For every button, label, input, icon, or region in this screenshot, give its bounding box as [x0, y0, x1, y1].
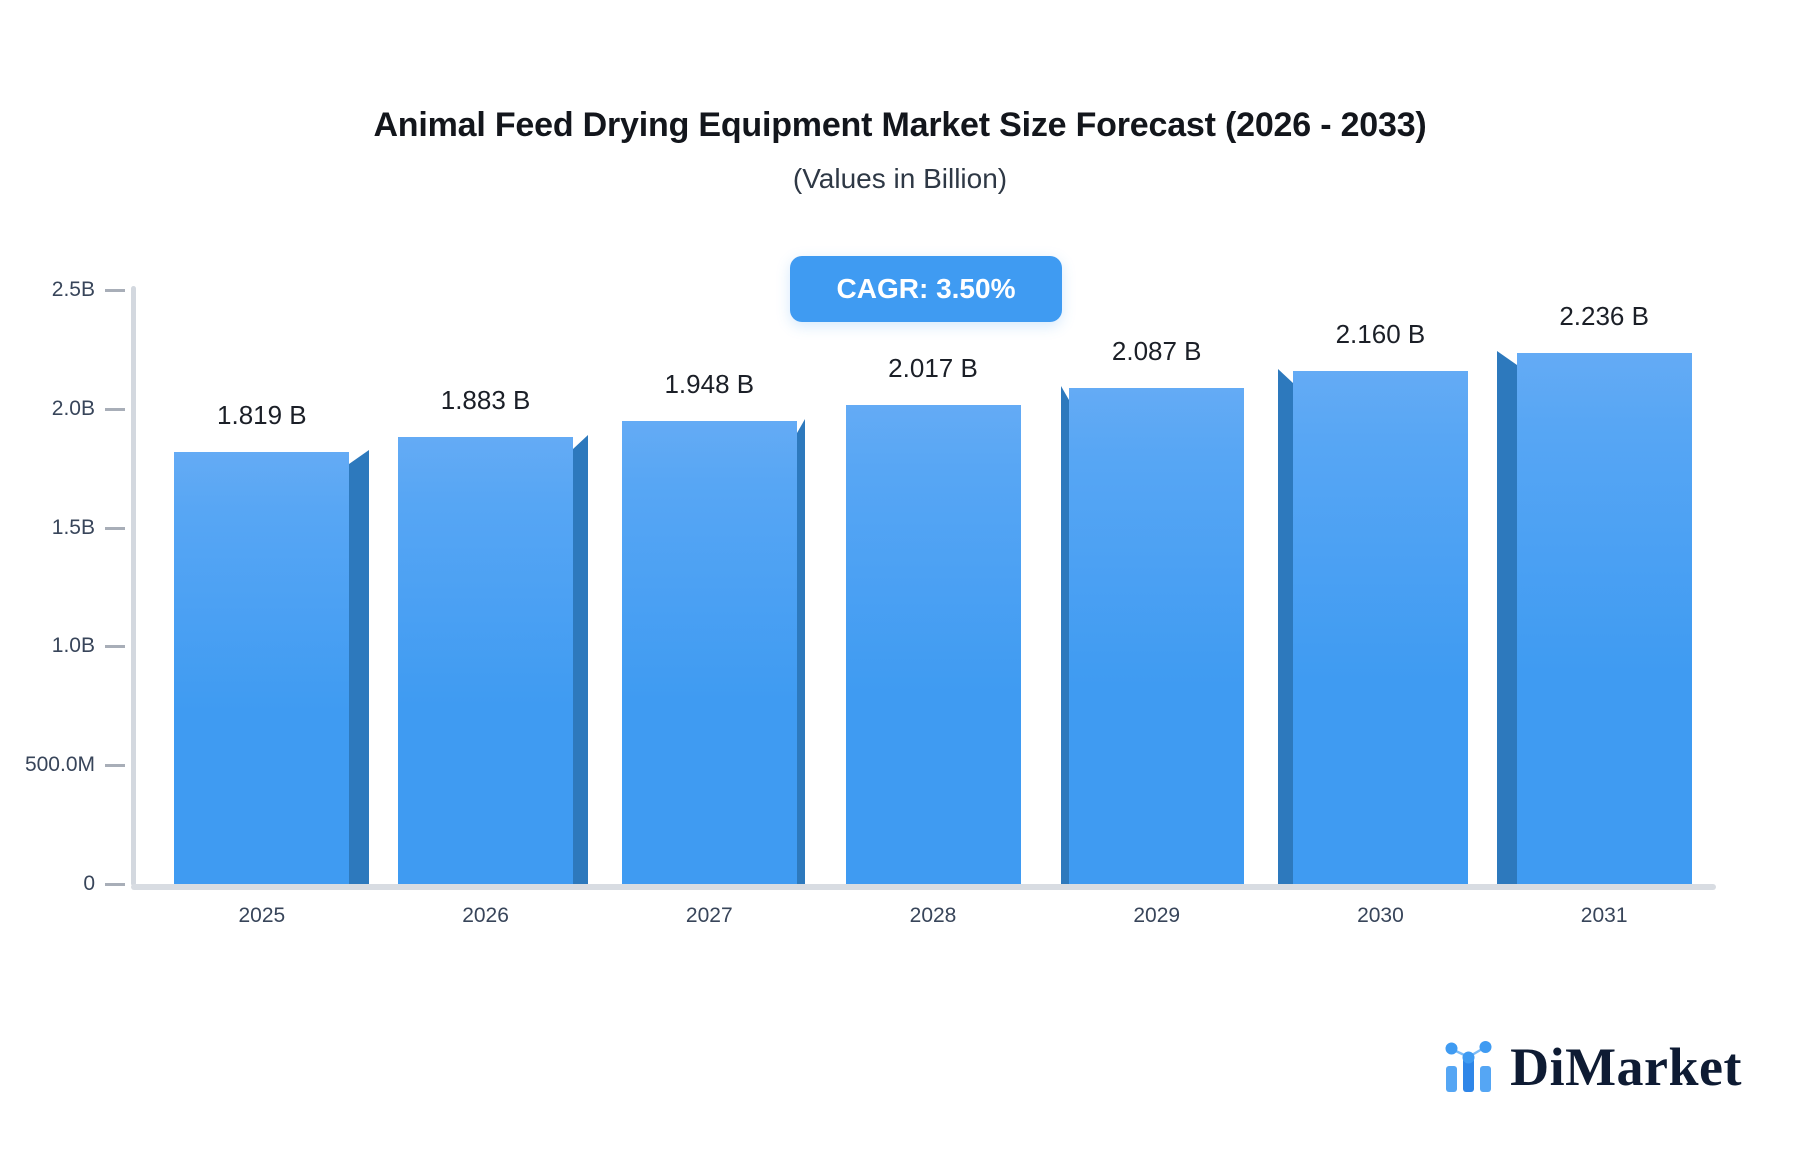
y-axis-tick-label: 1.5B: [51, 515, 95, 539]
x-axis-tick-label: 2026: [462, 904, 509, 927]
x-axis-tick-label: 2027: [685, 904, 733, 927]
x-axis-tick-label: 2030: [1357, 904, 1404, 927]
y-axis-tick-label: 1.0B: [51, 634, 95, 658]
bar-value-label: 1.819 B: [217, 399, 307, 430]
bar-front-face: [1069, 388, 1245, 884]
bar-top-bevel: [796, 419, 805, 434]
bar: [1277, 368, 1468, 884]
bar-value-label: 2.160 B: [1335, 318, 1426, 349]
bar-value-label: 2.236 B: [1559, 300, 1649, 331]
x-axis-line: [131, 884, 1716, 890]
x-axis-tick-label: 2028: [909, 904, 957, 927]
bar-top-bevel: [1061, 386, 1070, 401]
bar: [398, 434, 589, 884]
bar-chart-line-icon: [1444, 1040, 1496, 1094]
bar-top-bevel: [573, 434, 589, 449]
bar-value-label: 2.017 B: [888, 352, 978, 383]
x-axis-tick-label: 2025: [238, 904, 286, 927]
x-axis-tick-label: 2031: [1580, 904, 1628, 927]
y-axis-tick-mark: [105, 764, 125, 768]
y-axis-tick-label: 2.5B: [51, 278, 95, 301]
bar-front-face: [1516, 352, 1692, 884]
bar-side-face: [1277, 382, 1293, 884]
brand-name: DiMarket: [1510, 1037, 1742, 1097]
bar-side-face: [1496, 364, 1517, 884]
bar: [845, 404, 1021, 884]
y-axis-tick-mark: [105, 883, 125, 886]
bar-front-face: [1292, 370, 1468, 884]
chart-title: Animal Feed Drying Equipment Market Size…: [373, 106, 1427, 144]
bar-value-label: 1.883 B: [440, 384, 531, 415]
bar-front-face: [174, 451, 350, 884]
bar-top-bevel: [1277, 368, 1293, 383]
cagr-badge: CAGR: 3.50%: [790, 256, 1062, 322]
y-axis-tick-label: 0: [83, 872, 95, 895]
bar-side-face: [796, 433, 805, 884]
y-axis-line: [131, 286, 136, 886]
y-axis-tick-mark: [105, 407, 125, 411]
y-axis-tick-mark: [105, 289, 125, 292]
bar-value-label: 2.087 B: [1111, 336, 1202, 367]
bar-side-face: [573, 448, 589, 884]
bar-front-face: [621, 421, 797, 884]
x-axis-tick-label: 2029: [1133, 904, 1181, 927]
bar-front-face: [398, 436, 574, 884]
chart-subtitle: (Values in Billion): [792, 162, 1008, 194]
brand-logo: DiMarket: [1444, 1040, 1742, 1094]
bar: [1496, 350, 1692, 884]
bar-side-face: [1061, 400, 1070, 884]
chart-header: Animal Feed Drying Equipment Market Size…: [0, 105, 1800, 195]
bar-value-label: 1.948 B: [664, 369, 755, 400]
bar-top-bevel: [1496, 350, 1517, 365]
bar-side-face: [349, 463, 370, 884]
bar-top-bevel: [349, 449, 370, 464]
y-axis-tick-label: 500.0M: [24, 753, 95, 777]
bar-front-face: [845, 404, 1021, 884]
y-axis-tick-mark: [105, 645, 125, 649]
bar: [621, 419, 805, 884]
bar: [174, 449, 370, 884]
bar: [1061, 386, 1245, 884]
y-axis-tick-mark: [105, 526, 125, 530]
y-axis-tick-label: 2.0B: [51, 396, 95, 420]
